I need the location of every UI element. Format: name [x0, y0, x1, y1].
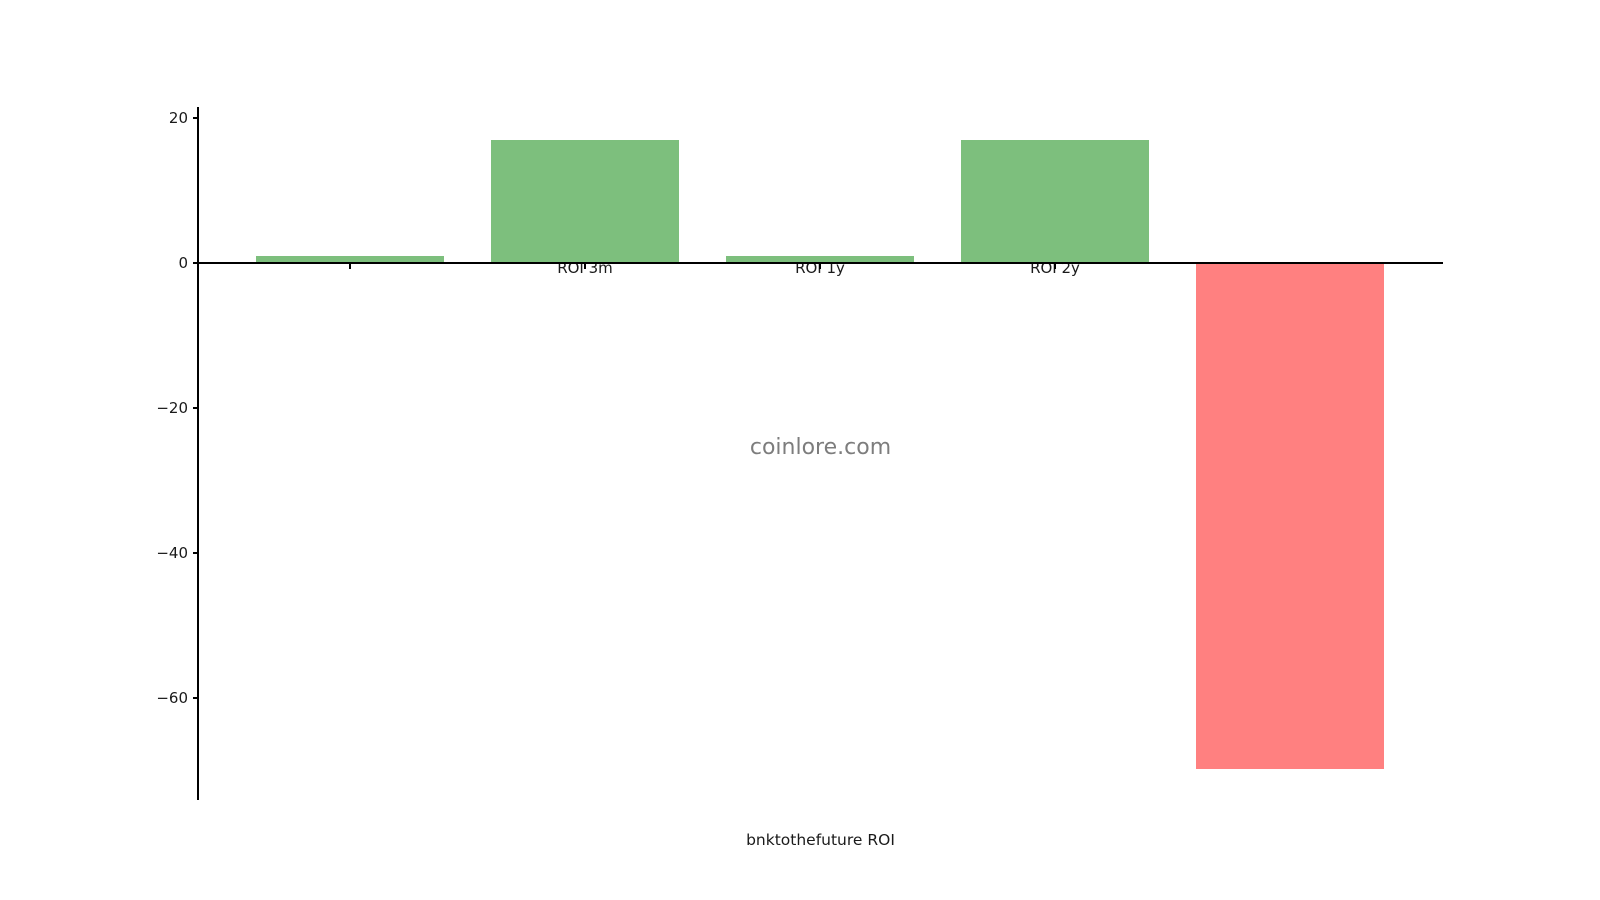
x-axis-zero-line — [198, 262, 1443, 264]
bar-roi-3m — [491, 139, 679, 263]
y-tick — [193, 552, 198, 554]
y-tick-label: 20 — [168, 109, 188, 127]
y-tick — [193, 117, 198, 119]
y-tick — [193, 697, 198, 699]
x-tick — [1054, 263, 1056, 269]
y-tick — [193, 262, 198, 264]
x-tick — [819, 263, 821, 269]
bar-1 — [256, 255, 444, 263]
x-tick — [349, 263, 351, 269]
chart-title: bnktothefuture ROI — [746, 831, 895, 849]
y-axis-line — [197, 107, 199, 800]
bar-roi-2y — [961, 139, 1149, 263]
y-tick-label: −60 — [156, 689, 188, 707]
y-tick — [193, 407, 198, 409]
bar-roi-1y — [726, 255, 914, 263]
y-tick-label: −20 — [156, 399, 188, 417]
y-tick-label: −40 — [156, 544, 188, 562]
y-tick-label: 0 — [178, 254, 188, 272]
watermark-text: coinlore.com — [749, 435, 892, 460]
x-tick — [584, 263, 586, 269]
bar-5 — [1196, 263, 1384, 770]
